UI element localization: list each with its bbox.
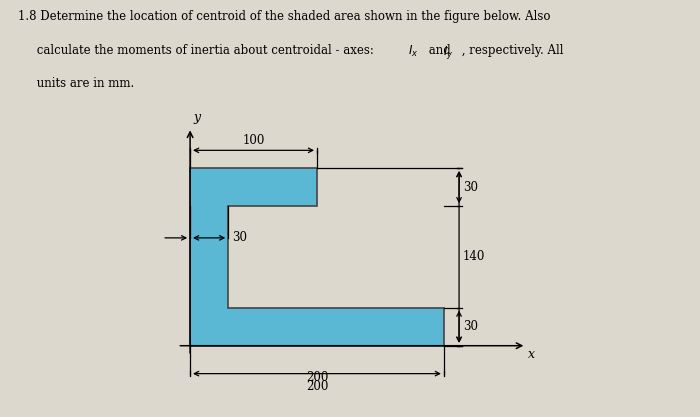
Text: units are in mm.: units are in mm.: [18, 77, 134, 90]
Text: 200: 200: [306, 380, 328, 393]
Text: 140: 140: [463, 250, 485, 264]
Text: and: and: [425, 44, 454, 57]
Text: 30: 30: [232, 231, 247, 244]
Text: $I_y$: $I_y$: [443, 44, 454, 61]
Text: , respectively. All: , respectively. All: [458, 44, 564, 57]
Text: 200: 200: [306, 371, 328, 384]
Text: 30: 30: [463, 181, 478, 193]
Text: x: x: [528, 348, 535, 361]
Text: 30: 30: [463, 320, 478, 333]
Text: 100: 100: [242, 133, 265, 146]
Text: $I_x$: $I_x$: [408, 44, 419, 59]
Text: y: y: [194, 111, 201, 124]
Polygon shape: [190, 168, 444, 346]
Text: calculate the moments of inertia about centroidal - axes:: calculate the moments of inertia about c…: [18, 44, 377, 57]
Text: 1.8 Determine the location of centroid of the shaded area shown in the figure be: 1.8 Determine the location of centroid o…: [18, 10, 550, 23]
